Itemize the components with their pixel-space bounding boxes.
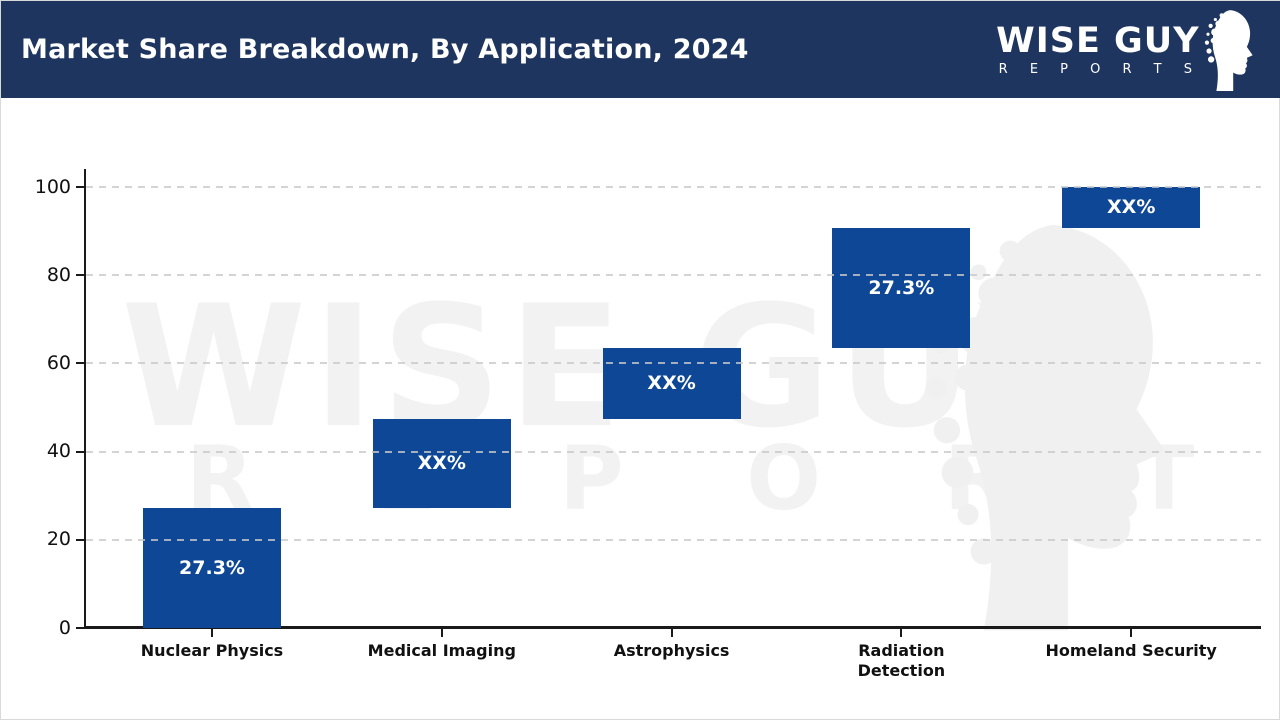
- gridline-y-40: [86, 450, 1261, 453]
- brand-head-icon: [1204, 9, 1253, 91]
- brand-logo-name: WISE GUY: [996, 20, 1200, 61]
- x-tick-mark: [440, 629, 443, 637]
- y-tick-mark: [76, 362, 84, 365]
- y-tick-label: 0: [58, 616, 71, 639]
- brand-logo-subtitle: R E P O R T S: [998, 61, 1201, 77]
- x-tick-mark: [900, 629, 903, 637]
- bar-value-label: 27.3%: [179, 556, 245, 579]
- x-category-label: Radiation Detection: [857, 641, 946, 680]
- y-tick-label: 60: [46, 351, 71, 374]
- x-tick-mark: [211, 629, 213, 637]
- bar-homeland-security: XX%: [1062, 187, 1201, 228]
- y-tick-mark: [76, 186, 84, 188]
- x-category-label: Astrophysics: [613, 641, 730, 660]
- x-category-label: Homeland Security: [1045, 641, 1217, 660]
- y-tick-mark: [76, 450, 84, 453]
- gridline-y-80: [86, 274, 1261, 277]
- gridline-y-20: [86, 538, 1261, 541]
- y-axis-line: [84, 169, 86, 628]
- bar-value-label: XX%: [417, 452, 466, 475]
- bar-medical-imaging: XX%: [372, 418, 511, 508]
- x-category-label: Nuclear Physics: [140, 641, 284, 660]
- page-title: Market Share Breakdown, By Application, …: [21, 34, 749, 65]
- y-tick-mark: [76, 274, 84, 277]
- brand-logo: WISE GUY R E P O R T S: [995, 8, 1261, 92]
- y-tick-label: 80: [46, 263, 71, 286]
- gridline-y-100: [86, 186, 1261, 188]
- bar-value-label: 27.3%: [868, 276, 935, 299]
- x-category-label: Medical Imaging: [367, 641, 516, 660]
- bar-nuclear-physics: 27.3%: [143, 507, 281, 628]
- bar-astrophysics: XX%: [602, 347, 741, 419]
- bar-radiation-detection: 27.3%: [832, 227, 971, 348]
- header-bar: Market Share Breakdown, By Application, …: [1, 1, 1280, 98]
- brand-logo-text: WISE GUY R E P O R T S: [995, 20, 1201, 77]
- x-tick-mark: [1130, 629, 1133, 637]
- y-tick-mark: [76, 627, 84, 629]
- y-tick-label: 20: [46, 528, 71, 551]
- x-axis-line: [84, 626, 1261, 629]
- bar-value-label: XX%: [1107, 196, 1156, 219]
- y-tick-mark: [76, 538, 84, 541]
- gridline-y-60: [86, 362, 1261, 365]
- x-tick-mark: [670, 629, 673, 637]
- y-tick-label: 100: [34, 175, 71, 198]
- bar-value-label: XX%: [647, 372, 696, 395]
- y-tick-label: 40: [46, 440, 71, 463]
